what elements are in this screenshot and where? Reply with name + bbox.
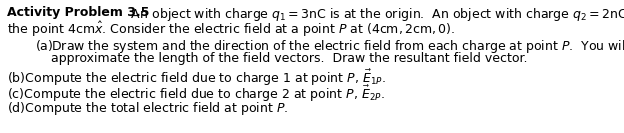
Text: An object with charge $q_1 = 3\mathrm{nC}$ is at the origin.  An object with cha: An object with charge $q_1 = 3\mathrm{nC… bbox=[127, 6, 624, 23]
Text: approximate the length of the field vectors.  Draw the resultant field vector.: approximate the length of the field vect… bbox=[35, 52, 527, 65]
Text: (a)Draw the system and the direction of the electric field from each charge at p: (a)Draw the system and the direction of … bbox=[35, 38, 624, 55]
Text: (b)Compute the electric field due to charge 1 at point $P$, $\vec{E}_{1P}$.: (b)Compute the electric field due to cha… bbox=[7, 68, 386, 88]
Text: (c)Compute the electric field due to charge 2 at point $P$, $\vec{E}_{2P}$.: (c)Compute the electric field due to cha… bbox=[7, 84, 385, 104]
Text: the point $4\mathrm{cm}\hat{x}$. Consider the electric field at a point $P$ at $: the point $4\mathrm{cm}\hat{x}$. Conside… bbox=[7, 20, 456, 39]
Text: (d)Compute the total electric field at point $P$.: (d)Compute the total electric field at p… bbox=[7, 100, 288, 117]
Text: Activity Problem 3.5: Activity Problem 3.5 bbox=[7, 6, 149, 19]
